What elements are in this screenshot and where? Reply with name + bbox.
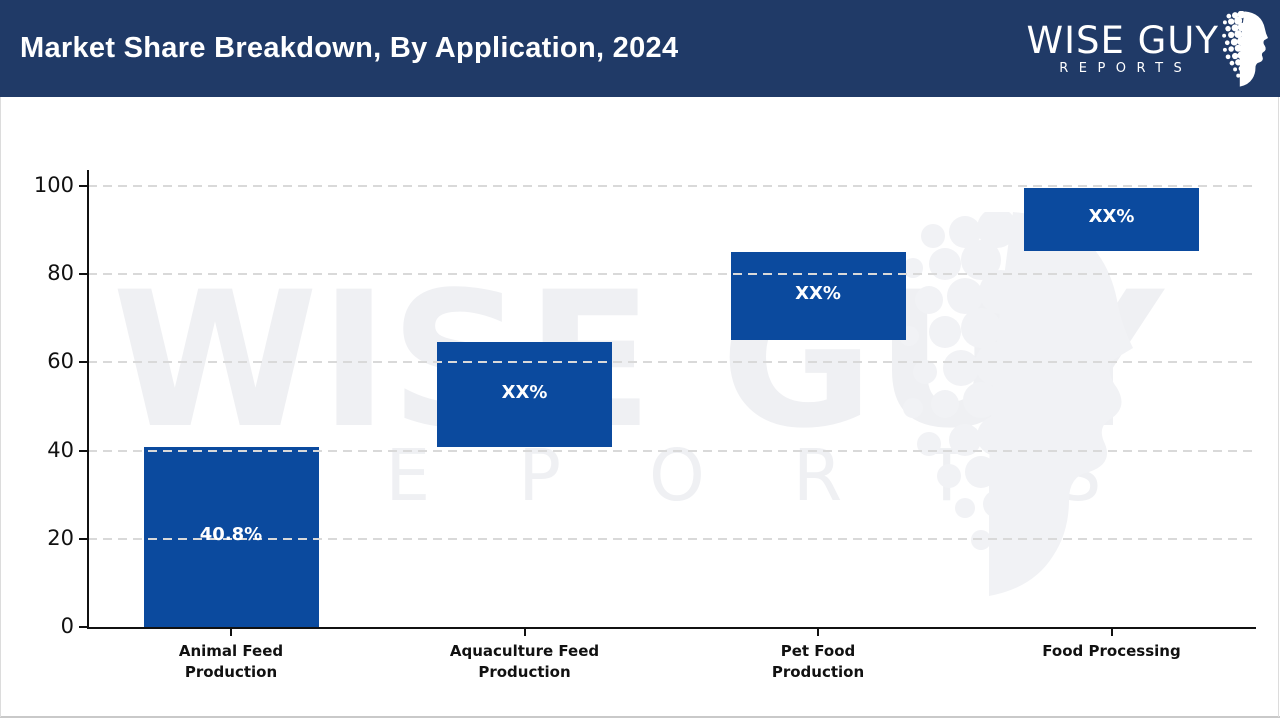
brand-logo: WISE GUY REPORTS: [1027, 8, 1268, 90]
gridline-100: [88, 185, 1258, 187]
page-right-border: [1278, 97, 1279, 717]
y-tick-label-20: 20: [47, 525, 74, 550]
page-left-border: [0, 97, 1, 717]
x-tick-mark: [230, 627, 232, 636]
y-tick-mark-100: [79, 185, 88, 187]
header-bar: Market Share Breakdown, By Application, …: [0, 0, 1280, 97]
y-tick-mark-0: [79, 626, 88, 628]
y-tick-label-0: 0: [60, 614, 74, 638]
watermark-head-icon: [892, 212, 1134, 596]
head-profile-icon: [1221, 11, 1268, 87]
category-label: Aquaculture Feed Production: [449, 642, 600, 681]
y-tick-mark-80: [79, 273, 88, 276]
x-tick-mark: [1110, 627, 1113, 636]
category-label: Food Processing: [1042, 642, 1181, 660]
y-tick-mark-40: [79, 449, 88, 452]
x-axis-line: [87, 627, 1256, 629]
y-axis-line: [87, 170, 89, 629]
page-title: Market Share Breakdown, By Application, …: [20, 32, 679, 64]
brand-logo-line2: REPORTS: [1059, 61, 1193, 77]
y-tick-label-60: 60: [47, 349, 74, 374]
y-tick-label-100: 100: [33, 173, 74, 197]
brand-logo-line1: WISE GUY: [1026, 18, 1219, 62]
category-label: Animal Feed Production: [178, 642, 284, 681]
category-label: Pet Food Production: [771, 642, 865, 681]
page-bottom-border: [0, 716, 1280, 718]
y-tick-mark-60: [79, 361, 88, 364]
x-tick-mark: [523, 627, 526, 636]
x-tick-mark: [817, 627, 819, 636]
y-tick-label-80: 80: [47, 261, 74, 286]
y-tick-mark-20: [79, 537, 88, 540]
brand-logo-text: WISE GUY REPORTS: [1026, 18, 1219, 77]
y-tick-label-40: 40: [47, 437, 74, 462]
bar-value-label: 40.8%: [199, 524, 263, 546]
